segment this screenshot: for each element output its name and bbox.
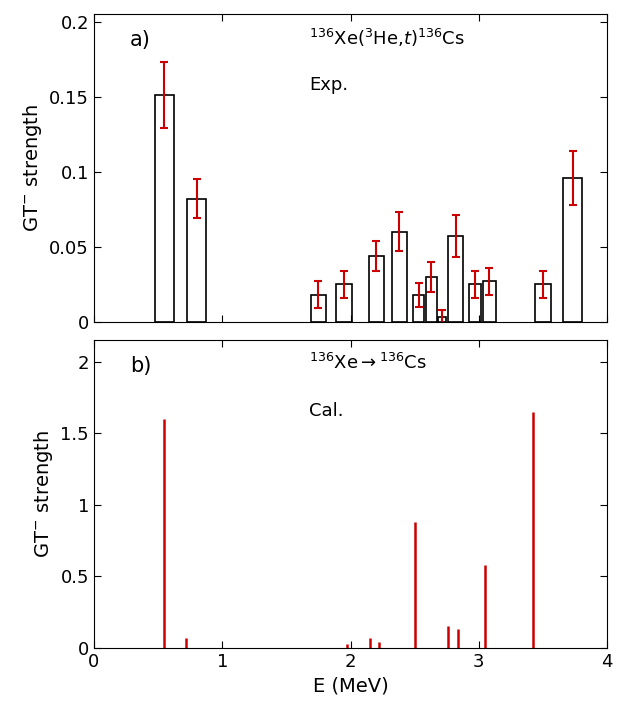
Text: Exp.: Exp. <box>309 75 349 94</box>
Bar <box>369 256 384 322</box>
Y-axis label: GT$^{-}$ strength: GT$^{-}$ strength <box>21 104 44 232</box>
Bar <box>535 284 551 322</box>
Y-axis label: GT$^{-}$ strength: GT$^{-}$ strength <box>32 430 55 558</box>
Text: $^{136}$Xe$\rightarrow$$^{136}$Cs: $^{136}$Xe$\rightarrow$$^{136}$Cs <box>309 352 428 372</box>
Text: $^{136}$Xe($^{3}$He,$t$)$^{136}$Cs: $^{136}$Xe($^{3}$He,$t$)$^{136}$Cs <box>309 26 466 48</box>
Bar <box>336 284 352 322</box>
Bar <box>438 318 446 322</box>
Bar <box>155 95 174 322</box>
Bar <box>563 178 582 322</box>
X-axis label: E (MeV): E (MeV) <box>312 676 389 696</box>
Text: Cal.: Cal. <box>309 402 344 420</box>
Bar <box>483 281 496 322</box>
Bar <box>426 277 436 322</box>
Bar <box>413 295 424 322</box>
Text: b): b) <box>130 356 151 376</box>
Bar <box>310 295 326 322</box>
Bar <box>392 232 407 322</box>
Bar <box>448 236 463 322</box>
Bar <box>187 199 206 322</box>
Text: a): a) <box>130 30 151 50</box>
Bar <box>469 284 481 322</box>
